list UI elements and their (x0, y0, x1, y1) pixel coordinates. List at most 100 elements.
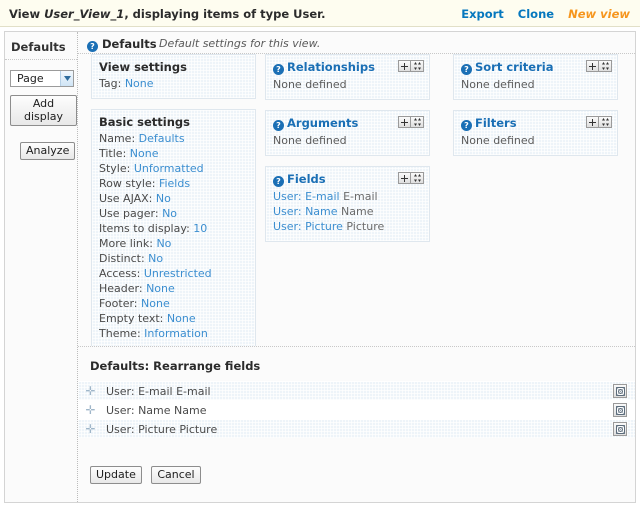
panel-title-text: View settings (99, 60, 187, 74)
panel-row-value[interactable]: Defaults (138, 132, 185, 145)
view-name: User_View_1 (44, 7, 125, 21)
export-link[interactable]: Export (461, 7, 504, 21)
panel-title-text: Filters (475, 116, 517, 130)
drag-handle-icon[interactable]: ✛ (85, 422, 96, 436)
help-icon[interactable]: ? (273, 120, 284, 131)
rearrange-icon[interactable] (411, 172, 424, 184)
panel-empty-text: None defined (273, 134, 347, 147)
analyze-button[interactable]: Analyze (20, 142, 76, 160)
panel-row-value[interactable]: No (155, 192, 171, 205)
page-title-suffix: , displaying items of type User. (124, 7, 326, 21)
panel-row-label: Row style: (99, 177, 159, 190)
rearrange-rows: ✛ User: E-mail E-mail ✛ User: Name Name ✛ Use… (78, 381, 635, 438)
panel-title-relationships[interactable]: ? Relationships (273, 60, 423, 75)
panel-controls (398, 60, 424, 72)
top-bar: View User_View_1, displaying items of ty… (0, 0, 640, 27)
panel-row: User: Picture Picture (273, 219, 423, 234)
add-icon[interactable] (398, 116, 411, 128)
panel-row-value[interactable]: Fields (158, 177, 191, 190)
add-icon[interactable] (586, 60, 599, 72)
panel-row: Row style: Fields (99, 176, 249, 191)
top-bar-links: Export Clone New view (447, 7, 630, 21)
panel-row-label: More link: (99, 237, 157, 250)
panel-title-text: Basic settings (99, 115, 190, 129)
panel-empty-text: None defined (461, 78, 535, 91)
add-icon[interactable] (398, 60, 411, 72)
new-view-link[interactable]: New view (568, 7, 630, 21)
panel-view-settings: View settings Tag: None (91, 54, 256, 99)
panel-controls (586, 60, 612, 72)
form-actions: Update Cancel (90, 466, 207, 484)
field-row[interactable]: ✛ User: Picture Picture (78, 419, 635, 438)
update-button[interactable]: Update (90, 466, 142, 484)
panel-row-label: Title: (99, 147, 130, 160)
panel-relationships: ? Relationships None defined (265, 54, 430, 100)
rearrange-icon[interactable] (599, 60, 612, 72)
panel-row-value[interactable]: Unformatted (133, 162, 204, 175)
panel-title-sort-criteria[interactable]: ? Sort criteria (461, 60, 611, 75)
panel-row-link[interactable]: User: E-mail (273, 190, 340, 203)
field-row-label: User: Picture Picture (106, 423, 218, 436)
sidebar-divider (5, 59, 77, 60)
panel-row-value[interactable]: None (166, 312, 196, 325)
drag-handle-icon[interactable]: ✛ (85, 403, 96, 417)
field-settings-icon[interactable] (613, 403, 627, 417)
panel-row-label: Footer: (99, 297, 142, 310)
view-edit-frame: Defaults Page Add display Analyze ? Defa… (4, 31, 636, 503)
panel-title-fields[interactable]: ? Fields (273, 172, 423, 187)
help-icon[interactable]: ? (461, 120, 472, 131)
panel-title-arguments[interactable]: ? Arguments (273, 116, 423, 131)
panel-row-label: Use pager: (99, 207, 163, 220)
clone-link[interactable]: Clone (517, 7, 555, 21)
help-icon[interactable]: ? (87, 41, 98, 52)
panel-basic-settings: Basic settings Name: Defaults Title: None S… (91, 109, 256, 349)
settings-columns: View settings Tag: None Basic settings Name… (78, 54, 635, 349)
cancel-button[interactable]: Cancel (151, 466, 201, 484)
panel-row-value[interactable]: None (141, 297, 170, 310)
rearrange-icon[interactable] (411, 60, 424, 72)
panel-empty-text: None defined (461, 134, 535, 147)
panel-row-value[interactable]: No (156, 237, 172, 250)
page-title-prefix: View (9, 7, 45, 21)
panel-title-text: Fields (287, 172, 326, 186)
panel-sort-criteria: ? Sort criteria None defined (453, 54, 618, 100)
panel-row-value[interactable]: Information (144, 327, 208, 340)
display-main: ? Defaults Default settings for this vie… (78, 32, 635, 502)
panel-row-value[interactable]: No (162, 207, 178, 220)
panel-row-link[interactable]: User: Picture (273, 220, 343, 233)
field-row[interactable]: ✛ User: Name Name (78, 400, 635, 419)
panel-row-value[interactable]: None (129, 147, 159, 160)
add-display-button[interactable]: Add display (10, 95, 77, 126)
field-settings-icon[interactable] (613, 384, 627, 398)
field-settings-icon[interactable] (613, 422, 627, 436)
field-row[interactable]: ✛ User: E-mail E-mail (78, 381, 635, 400)
drag-handle-icon[interactable]: ✛ (85, 384, 96, 398)
rearrange-icon[interactable] (599, 116, 612, 128)
chevron-down-icon[interactable] (60, 71, 73, 86)
panel-row-value[interactable]: Unrestricted (143, 267, 212, 280)
panel-row-link[interactable]: User: Name (273, 205, 338, 218)
add-icon[interactable] (586, 116, 599, 128)
help-icon[interactable]: ? (273, 64, 284, 75)
panel-row-value[interactable]: No (148, 252, 164, 265)
panel-row-value[interactable]: None (146, 282, 175, 295)
panel-row-value[interactable]: 10 (193, 222, 208, 235)
help-icon[interactable]: ? (461, 64, 472, 75)
add-icon[interactable] (398, 172, 411, 184)
panel-title-text: Arguments (287, 116, 359, 130)
panel-row-label: Use AJAX: (99, 192, 156, 205)
panel-title-filters[interactable]: ? Filters (461, 116, 611, 131)
display-header-title: ? Defaults (87, 37, 157, 52)
display-select[interactable]: Page (10, 70, 74, 87)
panel-row-value[interactable]: None (124, 77, 154, 90)
panel-fields: ? Fields User: E-mail E-mail User: Name Nam… (265, 166, 430, 242)
panel-row: Use pager: No (99, 206, 249, 221)
panel-row-label: Access: (99, 267, 144, 280)
panel-title-view-settings: View settings (99, 60, 249, 74)
panel-empty-text: None defined (273, 78, 347, 91)
display-header: ? Defaults Default settings for this vie… (78, 32, 635, 54)
display-sidebar: Defaults Page Add display Analyze (5, 32, 78, 502)
page-title: View User_View_1, displaying items of ty… (9, 7, 326, 21)
help-icon[interactable]: ? (273, 176, 284, 187)
rearrange-icon[interactable] (411, 116, 424, 128)
